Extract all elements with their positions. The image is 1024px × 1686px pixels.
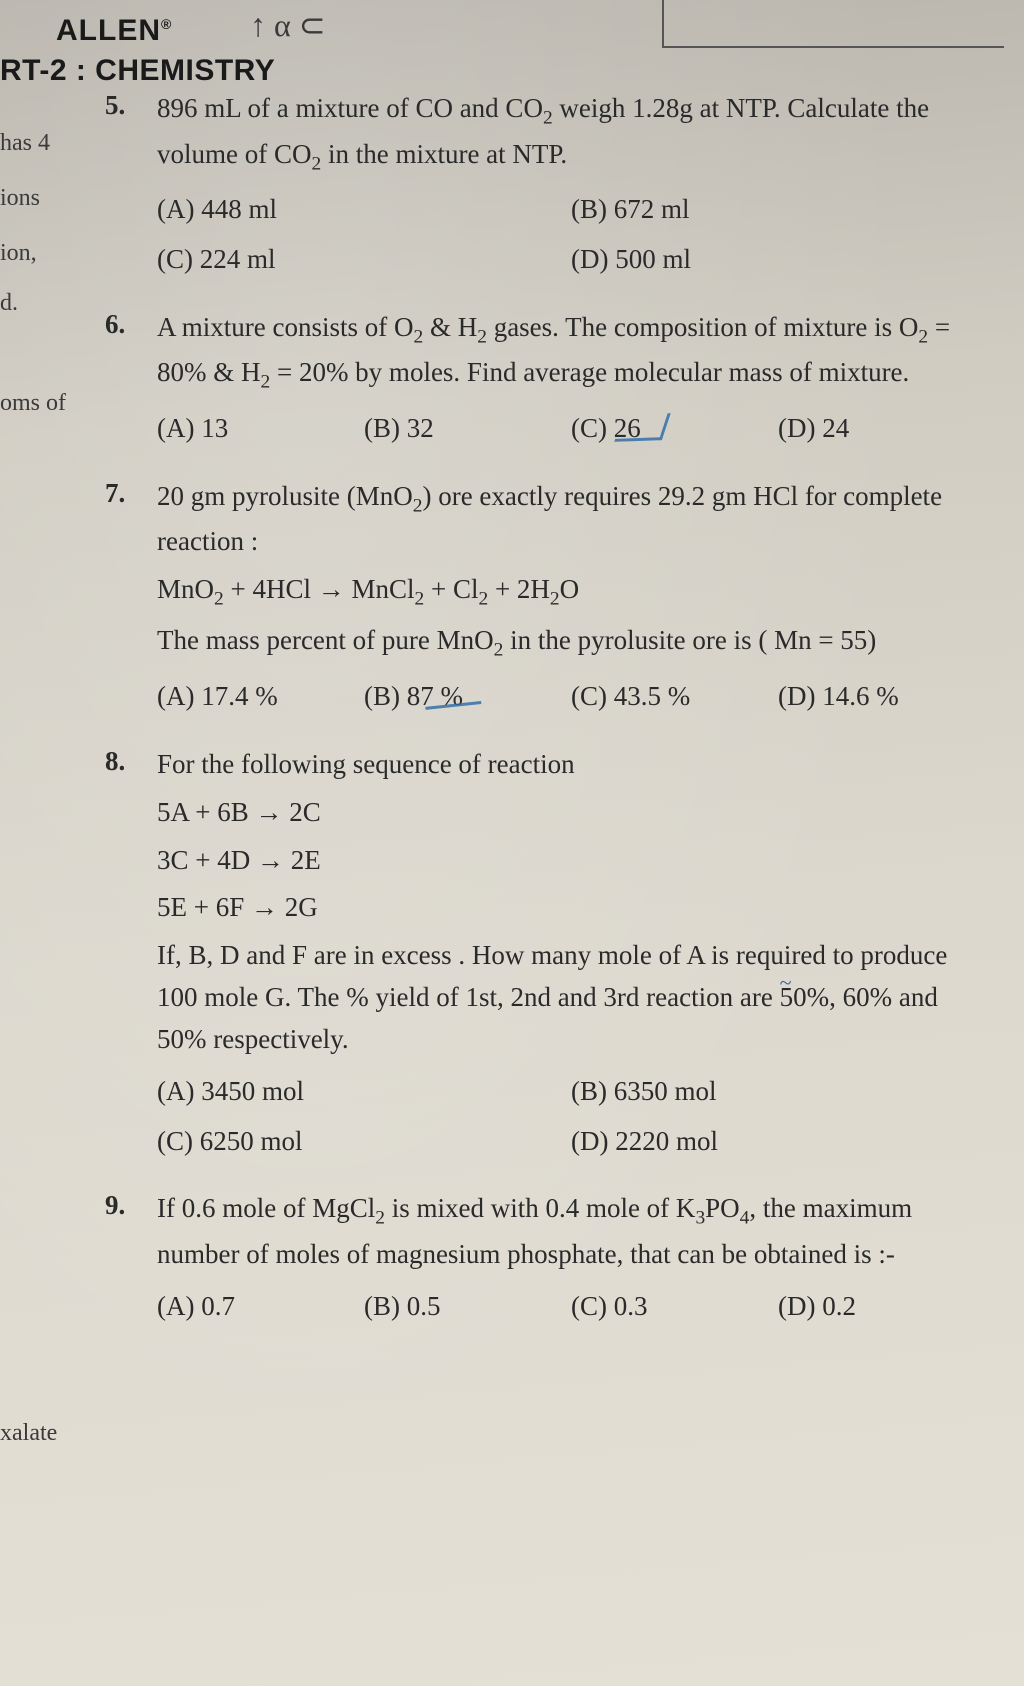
q8-eq3: 5E + 6F → 2G xyxy=(157,887,985,929)
q7-text-c: The mass percent of pure MnO xyxy=(157,625,494,655)
q6-text-c: gases. The composition of mixture is O xyxy=(487,312,918,342)
q6-opt-a: (A) 13 xyxy=(157,408,364,450)
question-5: 5. 896 mL of a mixture of CO and CO2 wei… xyxy=(105,88,985,289)
q6-opt-d: (D) 24 xyxy=(778,408,985,450)
q7-opt-a: (A) 17.4 % xyxy=(157,676,364,718)
q7-equation: MnO2 + 4HCl → MnCl2 + Cl2 + 2H2O xyxy=(157,569,985,615)
q9-text-a: If 0.6 mole of MgCl xyxy=(157,1193,375,1223)
question-8: 8. For the following sequence of reactio… xyxy=(105,744,985,1171)
q7-body: 20 gm pyrolusite (MnO2) ore exactly requ… xyxy=(157,476,985,726)
q8-opt-c: (C) 6250 mol xyxy=(157,1121,571,1163)
left-margin-fragments: has 4 ions ion, xyxy=(0,130,96,295)
q9-opt-c: (C) 0.3 xyxy=(571,1286,778,1328)
q7-opt-b: (B) 87 % xyxy=(364,676,571,718)
brand-text: ALLEN xyxy=(56,14,161,47)
q5-opt-d: (D) 500 ml xyxy=(571,239,985,281)
q9-opt-d: (D) 0.2 xyxy=(778,1286,985,1328)
frag-d: d. xyxy=(0,290,18,317)
q8-number: 8. xyxy=(105,744,157,1171)
q8-opt-b: (B) 6350 mol xyxy=(571,1071,985,1113)
q8-options: (A) 3450 mol (B) 6350 mol (C) 6250 mol (… xyxy=(157,1071,985,1171)
brand-logo: ALLEN® xyxy=(56,14,172,48)
q7-eq-a: MnO xyxy=(157,574,214,604)
question-7: 7. 20 gm pyrolusite (MnO2) ore exactly r… xyxy=(105,476,985,726)
q5-options: (A) 448 ml (B) 672 ml (C) 224 ml (D) 500… xyxy=(157,189,985,289)
q5-number: 5. xyxy=(105,88,157,289)
q8-opt-d: (D) 2220 mol xyxy=(571,1121,985,1163)
q7-eq-e: O xyxy=(560,574,580,604)
q7-opt-d: (D) 14.6 % xyxy=(778,676,985,718)
frag-ion: ion, xyxy=(0,240,96,267)
q7-opt-c: (C) 43.5 % xyxy=(571,676,778,718)
q8-text-a: For the following sequence of reaction xyxy=(157,749,575,779)
question-column: 5. 896 mL of a mixture of CO and CO2 wei… xyxy=(105,88,985,1354)
q9-number: 9. xyxy=(105,1188,157,1335)
q6-number: 6. xyxy=(105,307,157,458)
subject-title: RT-2 : CHEMISTRY xyxy=(0,54,275,88)
q5-opt-a: (A) 448 ml xyxy=(157,189,571,231)
q6-text-a: A mixture consists of O xyxy=(157,312,414,342)
q7-eq-b: + 4HCl → MnCl xyxy=(224,574,415,604)
q6-body: A mixture consists of O2 & H2 gases. The… xyxy=(157,307,985,458)
q9-options: (A) 0.7 (B) 0.5 (C) 0.3 (D) 0.2 xyxy=(157,1286,985,1336)
q5-opt-c: (C) 224 ml xyxy=(157,239,571,281)
frag-oms: oms of xyxy=(0,390,66,417)
q6-opt-b: (B) 32 xyxy=(364,408,571,450)
frag-xalate: xalate xyxy=(0,1420,57,1447)
q8-opt-a: (A) 3450 mol xyxy=(157,1071,571,1113)
q9-opt-a: (A) 0.7 xyxy=(157,1286,364,1328)
q7-text-d: in the pyrolusite ore is ( Mn = 55) xyxy=(503,625,876,655)
q9-opt-b: (B) 0.5 xyxy=(364,1286,571,1328)
q5-text-c: in the mixture at NTP. xyxy=(321,139,567,169)
frag-ions: ions xyxy=(0,185,96,212)
q7-options: (A) 17.4 % (B) 87 % (C) 43.5 % (D) 14.6 … xyxy=(157,676,985,726)
q8-eq2: 3C + 4D → 2E xyxy=(157,840,985,882)
q7-text-a: 20 gm pyrolusite (MnO xyxy=(157,481,413,511)
q9-text-c: PO xyxy=(705,1193,740,1223)
q9-text-b: is mixed with 0.4 mole of K xyxy=(385,1193,695,1223)
brand-reg: ® xyxy=(161,16,172,32)
question-9: 9. If 0.6 mole of MgCl2 is mixed with 0.… xyxy=(105,1188,985,1335)
q8-fifty: 50% xyxy=(780,982,830,1012)
q7-number: 7. xyxy=(105,476,157,726)
q8-body: For the following sequence of reaction 5… xyxy=(157,744,985,1171)
q5-body: 896 mL of a mixture of CO and CO2 weigh … xyxy=(157,88,985,289)
q9-body: If 0.6 mole of MgCl2 is mixed with 0.4 m… xyxy=(157,1188,985,1335)
question-6: 6. A mixture consists of O2 & H2 gases. … xyxy=(105,307,985,458)
top-box-rule xyxy=(662,0,1004,48)
q6-options: (A) 13 (B) 32 (C) 26 (D) 24 xyxy=(157,408,985,458)
q7-eq-d: + 2H xyxy=(488,574,550,604)
q6-text-b: & H xyxy=(423,312,477,342)
q6-opt-c: (C) 26 xyxy=(571,408,778,450)
frag-has4: has 4 xyxy=(0,130,96,157)
q8-eq1: 5A + 6B → 2C xyxy=(157,792,985,834)
q5-opt-b: (B) 672 ml xyxy=(571,189,985,231)
q6-text-e: = 20% by moles. Find average molecular m… xyxy=(270,357,909,387)
handwriting-top: ↑ α ⊂ xyxy=(250,6,326,44)
q5-text-a: 896 mL of a mixture of CO and CO xyxy=(157,93,543,123)
q7-eq-c: + Cl xyxy=(424,574,478,604)
